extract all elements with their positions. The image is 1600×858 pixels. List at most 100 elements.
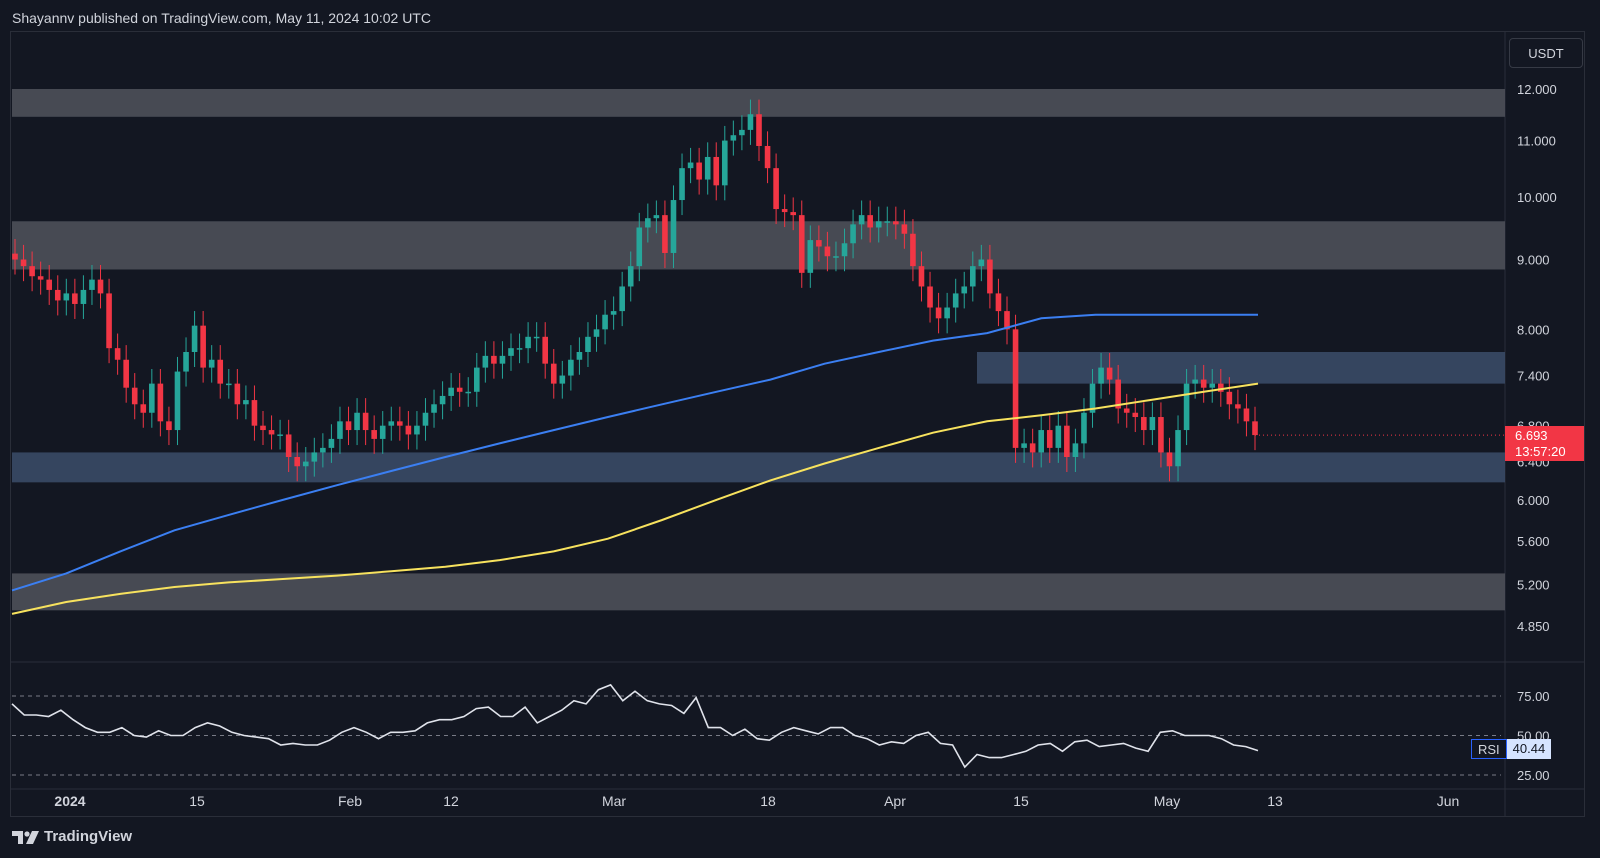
chart-frame[interactable] [10, 31, 1585, 817]
candle-body [773, 168, 779, 210]
rsi-value: 40.44 [1506, 739, 1552, 759]
time-tick-label: Apr [884, 793, 906, 809]
candle-body [251, 400, 258, 426]
candle-body [106, 293, 112, 349]
price-tick-label: 9.000 [1517, 253, 1550, 268]
zone-4 [12, 573, 1505, 611]
tradingview-logo-icon [12, 830, 39, 844]
candle-body [362, 412, 369, 431]
ma-long-line [11, 382, 1259, 615]
candle-body [302, 461, 309, 467]
rsi-badge[interactable]: RSI 40.44 [1471, 739, 1552, 759]
candle-body [1183, 383, 1190, 431]
candle-body [89, 279, 95, 290]
candle-body [645, 218, 651, 228]
candle-body [978, 259, 985, 267]
candle-body [576, 352, 583, 360]
candle-body [670, 200, 677, 253]
price-tick-label: 12.000 [1517, 82, 1557, 97]
candle-body [893, 221, 899, 225]
candle-body [54, 289, 61, 301]
candle-body [901, 224, 908, 234]
candle-body [781, 209, 788, 213]
candle-body [721, 140, 728, 186]
time-tick-label: 15 [189, 793, 205, 809]
candle-body [191, 325, 198, 353]
candle-body [311, 452, 318, 462]
candle-body [508, 348, 514, 356]
time-tick-label: Feb [338, 793, 362, 809]
footer-brand[interactable]: TradingView [12, 828, 132, 845]
candle-body [1029, 443, 1036, 453]
candle-body [918, 266, 925, 287]
candle-body [405, 425, 412, 435]
time-tick-label: Jun [1437, 793, 1460, 809]
candle-body [1055, 425, 1062, 448]
candle-body [1012, 329, 1019, 448]
candle-body [542, 336, 549, 364]
candle-body [1175, 430, 1181, 467]
candle-body [867, 215, 873, 228]
candle-body [439, 395, 446, 405]
candle-body [320, 447, 326, 453]
candle-body [739, 129, 745, 136]
candle-body [1166, 452, 1173, 467]
candle-body [268, 430, 275, 435]
currency-button[interactable]: USDT [1509, 38, 1583, 68]
candle-body [1252, 421, 1258, 436]
candle-body [756, 114, 762, 146]
candle-body [149, 383, 155, 413]
candle-body [200, 325, 206, 368]
candle-body [491, 355, 497, 364]
candle-body [294, 457, 301, 467]
candle-body [952, 293, 959, 308]
candle-body [568, 359, 574, 376]
time-tick-label: May [1154, 793, 1180, 809]
candle-body [730, 135, 737, 141]
candle-body [525, 336, 531, 349]
candle-body [114, 348, 121, 360]
candle-body [1132, 412, 1139, 418]
time-tick-label: 15 [1013, 793, 1029, 809]
candle-body [833, 256, 839, 258]
candles-group [12, 99, 1258, 482]
time-tick-label: 13 [1267, 793, 1283, 809]
candle-body [995, 293, 1002, 312]
candle-body [585, 336, 591, 353]
candle-body [208, 359, 215, 368]
candle-body [140, 404, 147, 413]
rsi-tick-label: 25.00 [1517, 768, 1550, 783]
candle-body [397, 421, 403, 426]
candle-body [687, 162, 694, 169]
rsi-name: RSI [1471, 739, 1507, 759]
candle-body [12, 253, 18, 260]
candle-body [482, 355, 489, 368]
candle-body [1192, 379, 1198, 384]
candle-body [1200, 379, 1207, 388]
candle-body [97, 279, 104, 294]
time-tick-label: 18 [760, 793, 776, 809]
candle-body [935, 307, 942, 319]
price-tick-label: 5.200 [1517, 578, 1550, 593]
candle-body [619, 286, 625, 312]
price-tick-label: 11.000 [1517, 134, 1556, 149]
candle-body [1021, 443, 1027, 448]
candle-body [354, 412, 360, 431]
candle-body [1141, 417, 1147, 431]
candle-body [884, 221, 891, 223]
ma-short-line [11, 313, 1258, 592]
candle-body [764, 145, 771, 169]
candle-body [790, 212, 797, 216]
candle-body [798, 215, 805, 273]
candle-body [987, 259, 993, 294]
candle-body [345, 421, 352, 431]
candle-body [157, 383, 164, 422]
time-tick-label: Mar [602, 793, 626, 809]
candle-body [260, 425, 266, 431]
rsi-line [11, 683, 1259, 769]
time-tick-label: 12 [443, 793, 459, 809]
candle-body [448, 387, 454, 396]
candle-body [969, 266, 976, 287]
candle-body [123, 359, 129, 388]
